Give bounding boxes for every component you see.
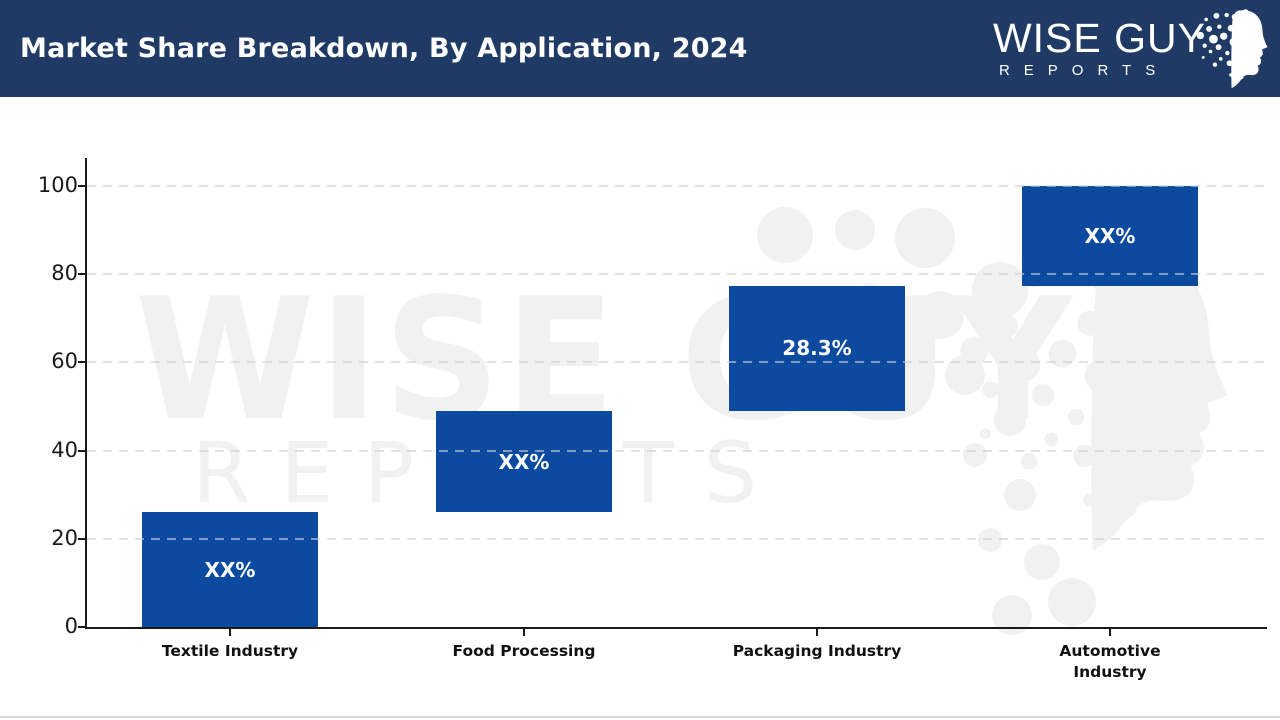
gridline (87, 449, 1264, 452)
logo-wordmark: WISE GUY (992, 15, 1206, 61)
x-axis-line (85, 627, 1267, 629)
y-axis-line (85, 158, 87, 629)
x-tick-mark (523, 629, 525, 636)
x-category-label: Packaging Industry (732, 642, 902, 660)
y-tick-mark (78, 185, 85, 187)
watermark-dot (972, 262, 1028, 318)
logo-text: WISE GUY REPORTS (992, 15, 1206, 80)
bar-segment: XX% (1022, 186, 1198, 287)
bottom-border-line (0, 716, 1280, 718)
x-tick-mark (229, 629, 231, 636)
y-tick-mark (78, 626, 85, 628)
y-tick-label: 100 (37, 173, 78, 197)
y-tick-label: 60 (51, 349, 78, 374)
watermark-dot (895, 208, 955, 268)
bar-value-label: XX% (204, 557, 256, 582)
bar-value-label: 28.3% (782, 336, 852, 361)
x-tick-mark (816, 629, 818, 636)
watermark-dot (992, 595, 1032, 635)
y-tick-mark (78, 537, 85, 540)
watermark-dot (757, 207, 813, 263)
watermark-dot (835, 210, 875, 250)
x-category-label: Automotive Industry (1059, 642, 1161, 681)
wise-guy-reports-logo: WISE GUY REPORTS (993, 7, 1270, 91)
watermark-dot (963, 443, 987, 467)
header-bar: Market Share Breakdown, By Application, … (0, 0, 1280, 97)
x-category-label: Textile Industry (161, 642, 299, 660)
gridline (87, 273, 1264, 276)
gridline (87, 361, 1264, 364)
bar-segment: XX% (436, 410, 612, 513)
watermark-dot (1048, 578, 1096, 626)
logo-subtitle: REPORTS (998, 62, 1170, 79)
gridline (87, 185, 1264, 187)
bar-segment: 28.3% (729, 286, 905, 411)
y-tick-label: 80 (51, 261, 78, 286)
y-tick-mark (78, 361, 85, 364)
page-title: Market Share Breakdown, By Application, … (20, 33, 748, 64)
x-tick-mark (1109, 629, 1111, 636)
watermark-dot (916, 291, 964, 339)
watermark-dot (978, 528, 1002, 552)
y-tick-label: 40 (51, 437, 78, 462)
y-tick-mark (78, 273, 85, 276)
watermark-dot (994, 404, 1026, 436)
watermark-dot (1004, 479, 1036, 511)
y-tick-mark (78, 449, 85, 452)
x-category-label: Food Processing (452, 642, 596, 660)
y-tick-label: 0 (64, 614, 78, 638)
watermark-dot (1024, 544, 1060, 580)
bar-value-label: XX% (1084, 224, 1136, 249)
y-tick-label: 20 (51, 525, 78, 550)
bar-segment: XX% (142, 512, 318, 627)
dotted-head-icon (1192, 7, 1270, 91)
bar-value-label: XX% (498, 449, 550, 474)
gridline (87, 537, 1264, 540)
